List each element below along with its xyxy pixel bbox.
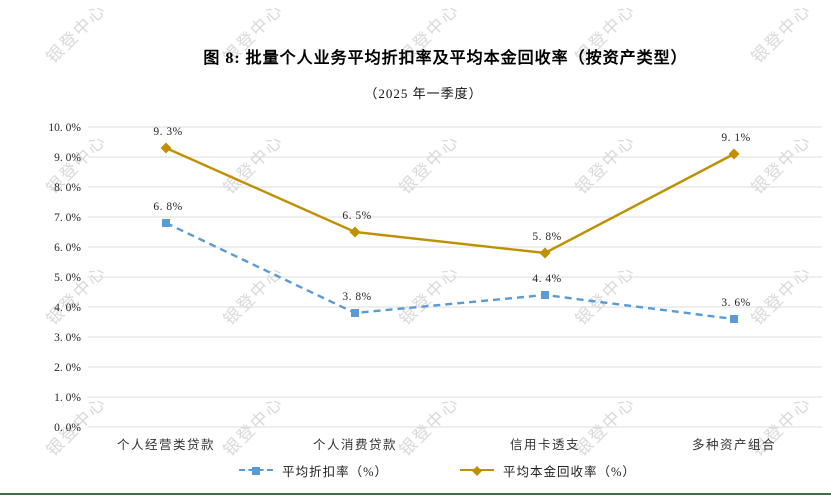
y-axis-tick-label: 3. 0% <box>54 332 81 344</box>
solid-line-diamond-marker-icon <box>460 464 494 477</box>
avg-principal-recovery-rate-point-label: 9. 3% <box>153 126 182 138</box>
x-axis-category-label: 信用卡透支 <box>510 438 580 452</box>
y-axis-tick-label: 2. 0% <box>54 362 81 374</box>
y-axis-tick-label: 6. 0% <box>54 242 81 254</box>
y-axis-tick-label: 8. 0% <box>54 182 81 194</box>
y-axis-tick-label: 9. 0% <box>54 152 81 164</box>
avg-discount-rate-point-marker <box>162 219 170 227</box>
y-axis-tick-label: 7. 0% <box>54 212 81 224</box>
chart-legend: 平均折扣率（%） 平均本金回收率（%） <box>22 461 831 480</box>
legend-label-avg-principal-recovery-rate: 平均本金回收率（%） <box>503 465 636 479</box>
chart-subtitle: （2025 年一季度） <box>364 86 483 101</box>
x-axis-category-label: 个人消费贷款 <box>313 438 397 452</box>
avg-principal-recovery-rate-point-marker <box>349 226 361 238</box>
avg-principal-recovery-rate-point-marker <box>728 148 740 160</box>
y-axis-tick-label: 1. 0% <box>54 392 81 404</box>
avg-principal-recovery-rate-point-marker <box>160 142 172 154</box>
legend-item-avg-principal-recovery-rate: 平均本金回收率（%） <box>460 461 636 480</box>
avg-discount-rate-line <box>165 221 735 321</box>
avg-discount-rate-point-marker <box>541 291 549 299</box>
avg-discount-rate-point-label: 3. 8% <box>342 291 371 303</box>
dashed-line-square-marker-icon <box>239 464 274 477</box>
avg-discount-rate-point-label: 3. 6% <box>721 297 750 309</box>
avg-discount-rate-point-marker <box>351 309 359 317</box>
avg-discount-rate-point-label: 4. 4% <box>532 273 561 285</box>
avg-principal-recovery-rate-point-label: 6. 5% <box>342 210 371 222</box>
legend-item-avg-discount-rate: 平均折扣率（%） <box>239 461 388 480</box>
y-axis-tick-label: 5. 0% <box>54 272 81 284</box>
avg-principal-recovery-rate-line <box>165 146 735 255</box>
x-axis-category-label: 个人经营类贷款 <box>117 438 215 452</box>
footer-divider <box>0 493 831 495</box>
chart-title: 图 8: 批量个人业务平均折扣率及平均本金回收率（按资产类型） <box>203 50 688 67</box>
avg-discount-rate-point-marker <box>730 315 738 323</box>
legend-label-avg-discount-rate: 平均折扣率（%） <box>282 465 388 479</box>
avg-discount-rate-point-label: 6. 8% <box>153 201 182 213</box>
avg-principal-recovery-rate-point-label: 5. 8% <box>532 231 561 243</box>
y-axis-tick-label: 4. 0% <box>54 302 81 314</box>
y-axis-tick-label: 0. 0% <box>54 422 81 434</box>
y-axis-tick-label: 10. 0% <box>48 122 81 134</box>
x-axis-category-label: 多种资产组合 <box>692 437 776 452</box>
avg-principal-recovery-rate-point-marker <box>539 247 551 259</box>
avg-principal-recovery-rate-point-label: 9. 1% <box>721 132 750 144</box>
